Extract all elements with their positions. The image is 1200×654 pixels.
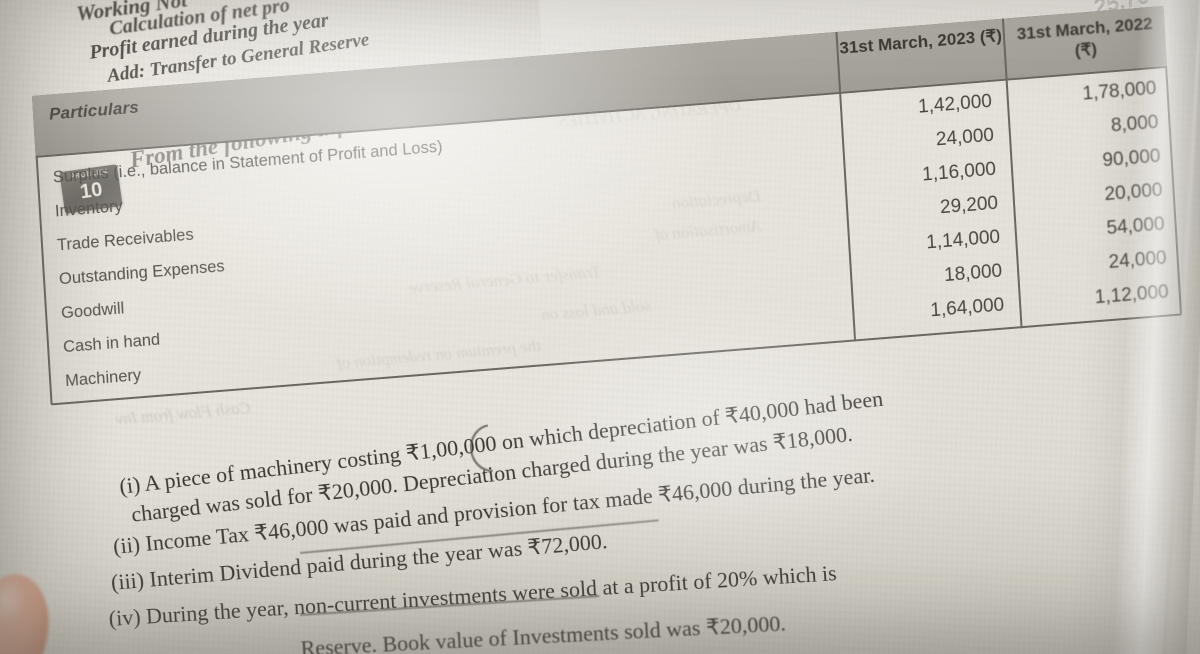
textbook-photo: OPERATING ACTIVITIES Depreciation Amorti… — [0, 0, 1200, 654]
